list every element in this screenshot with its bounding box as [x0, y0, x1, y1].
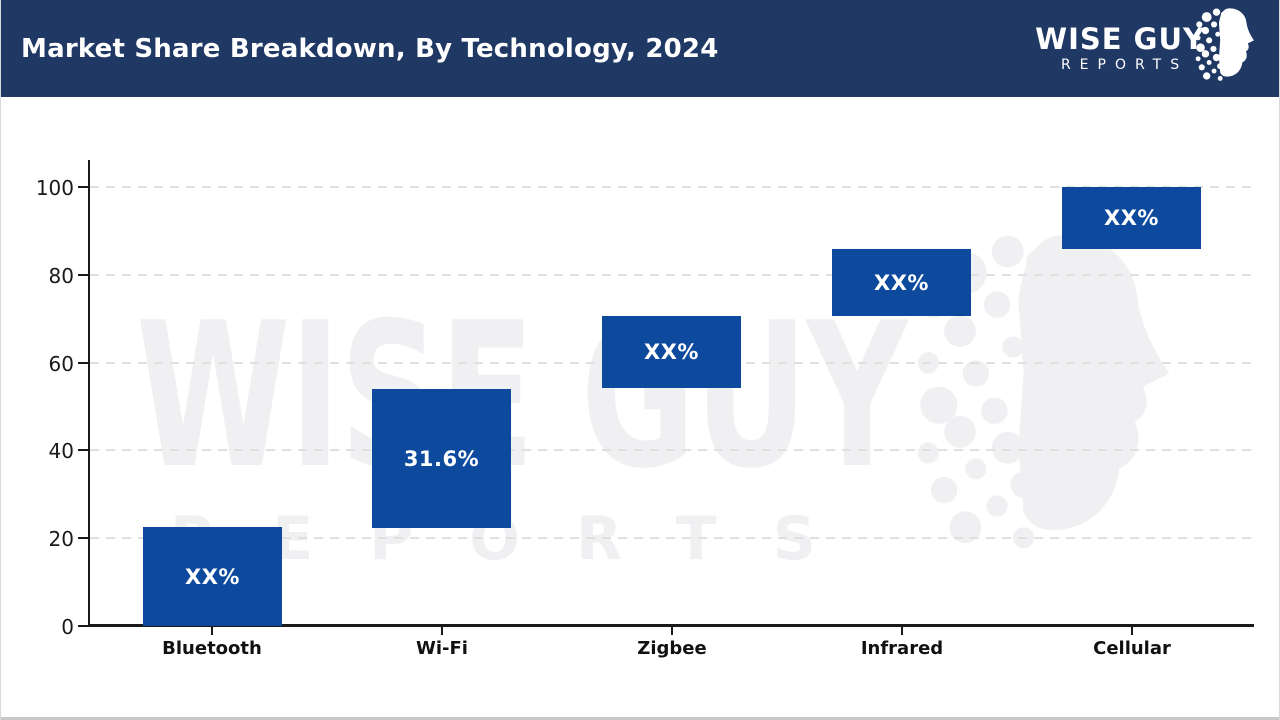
x-axis-label: Zigbee: [637, 638, 707, 659]
x-tick-mark: [671, 627, 673, 635]
bar-value-label: XX%: [644, 340, 699, 364]
y-tick-mark: [78, 186, 88, 188]
bar-value-label: XX%: [185, 564, 240, 589]
x-tick-mark: [211, 627, 213, 635]
bottom-rule: [1, 717, 1279, 720]
y-tick-label: 20: [48, 527, 74, 551]
logo-text: WISE GUY REPORTS: [1035, 22, 1205, 73]
bar-value-label: 31.6%: [403, 446, 480, 471]
y-tick-label: 60: [48, 352, 74, 376]
logo-wordmark: WISE GUY: [1035, 22, 1205, 56]
y-tick-label: 0: [61, 615, 74, 639]
gridline-20: [90, 537, 1254, 539]
x-axis-label: Bluetooth: [162, 638, 262, 659]
y-tick-mark: [78, 362, 88, 364]
x-tick-mark: [901, 627, 903, 635]
x-axis-line: [88, 624, 1254, 627]
y-axis-line: [88, 160, 90, 626]
x-axis-label: Cellular: [1093, 638, 1171, 659]
bar-wi-fi: 31.6%: [372, 389, 511, 528]
gridline-100: [90, 186, 1254, 188]
y-tick-mark: [78, 274, 88, 276]
wiseguy-logo: WISE GUY REPORTS: [1035, 8, 1267, 87]
bar-cellular: XX%: [1062, 187, 1201, 249]
gridline-40: [90, 449, 1254, 451]
gridline-80: [90, 274, 1254, 276]
y-tick-mark: [78, 537, 88, 539]
y-tick-mark: [78, 625, 88, 627]
x-tick-mark: [1131, 627, 1133, 635]
header-banner: Market Share Breakdown, By Technology, 2…: [1, 0, 1279, 97]
x-tick-mark: [441, 627, 443, 635]
plot: 0 20 40 60 80 100 XX% Bluetooth 31.6% Wi-Fi XX% Zig…: [1, 97, 1279, 717]
y-tick-label: 100: [35, 176, 74, 200]
bar-infrared: XX%: [832, 249, 971, 316]
y-tick-label: 40: [48, 439, 74, 463]
y-tick-mark: [78, 449, 88, 451]
bar-value-label: XX%: [1104, 206, 1159, 230]
bar-bluetooth: XX%: [143, 527, 282, 626]
chart-title: Market Share Breakdown, By Technology, 2…: [21, 33, 719, 64]
bar-zigbee: XX%: [602, 316, 741, 388]
x-axis-label: Infrared: [860, 638, 944, 659]
logo-subtitle: REPORTS: [1060, 57, 1189, 73]
wiseguy-face-icon: [1195, 8, 1254, 81]
x-axis-label: Wi-Fi: [416, 638, 468, 659]
bar-value-label: XX%: [874, 270, 929, 295]
y-tick-label: 80: [48, 264, 74, 288]
